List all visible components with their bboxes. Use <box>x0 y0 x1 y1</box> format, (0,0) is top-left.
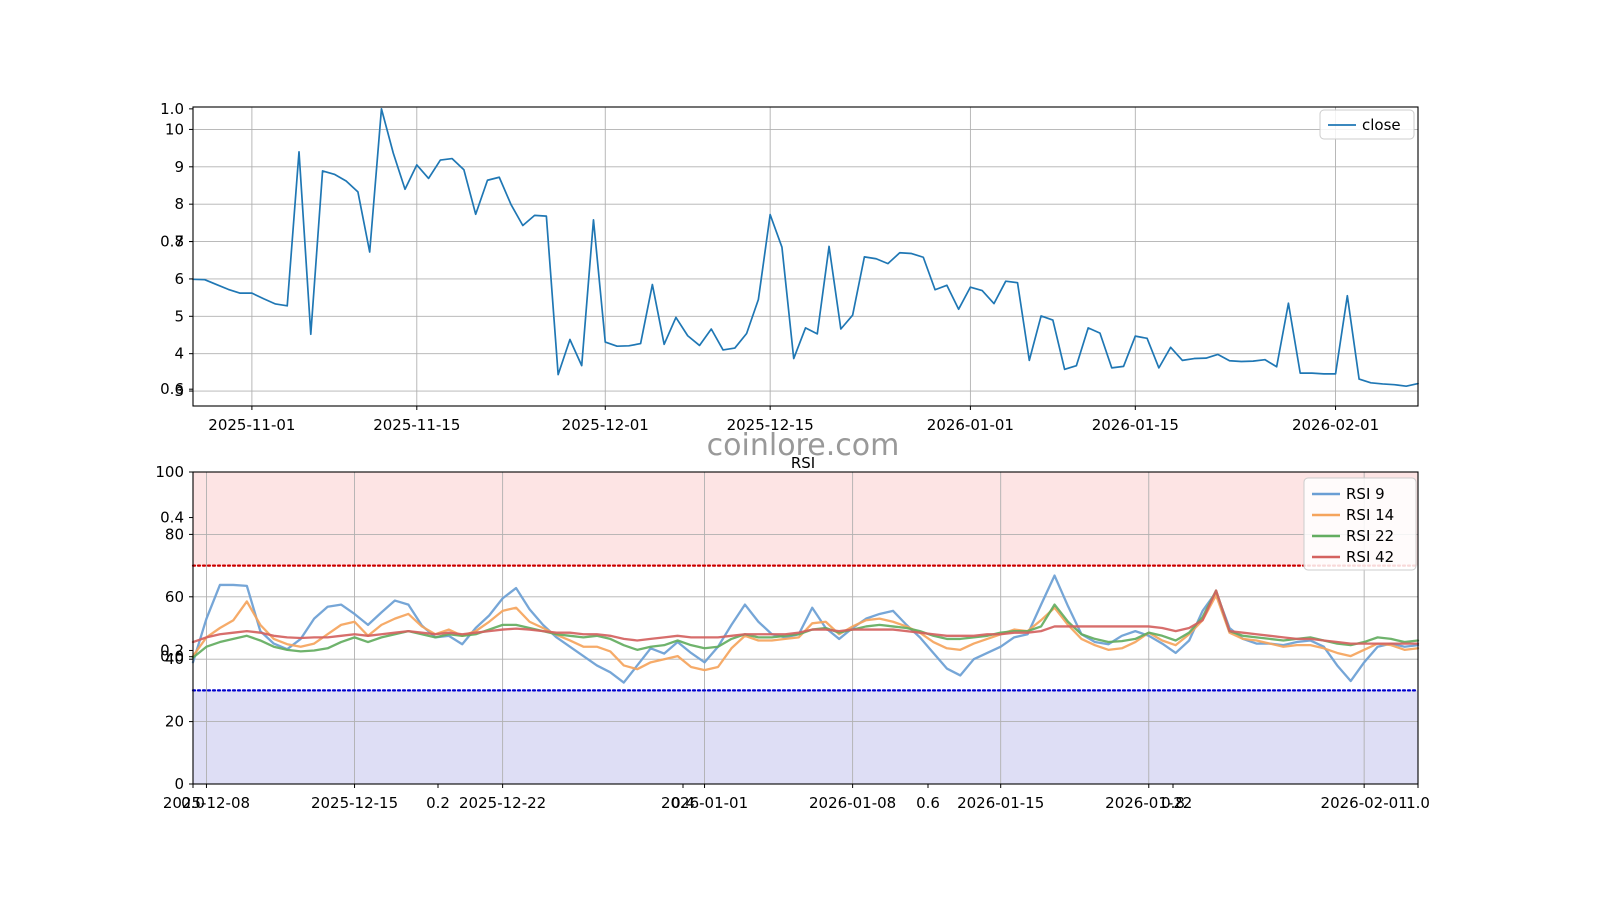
price-ytick-label: 4 <box>174 345 184 363</box>
rsi-legend-label-rsi14: RSI 14 <box>1346 506 1394 524</box>
price-xtick-label: 2025-12-01 <box>562 416 649 434</box>
rsi-ytick-label: 60 <box>165 588 184 606</box>
rsi-xtick-label: 2026-01-08 <box>809 794 896 812</box>
price-xtick-label: 2025-11-01 <box>208 416 295 434</box>
rsi-ghost-xtick-label: 0.0 <box>181 794 205 812</box>
price-chart-panel: 3 4 5 6 7 8 9 10 0.6 0.8 1.0 2025-11-01 2025-11-15 20… <box>160 100 1419 434</box>
price-legend-label-close: close <box>1362 116 1401 134</box>
rsi-ghost-xtick-label: 0.6 <box>916 794 940 812</box>
rsi-xtick-label: 2025-12-08 <box>163 794 250 812</box>
rsi-xtick-label: 2026-01-01 <box>661 794 748 812</box>
rsi-xtick-label: 2025-12-15 <box>311 794 398 812</box>
rsi-xtick-label: 2026-01-15 <box>957 794 1044 812</box>
rsi-ghost-ytick-label: 0.4 <box>160 509 184 527</box>
rsi-threshold-bands <box>193 472 1418 784</box>
rsi-xtick-label: 2026-02-01 <box>1321 794 1408 812</box>
price-ytick-label: 8 <box>174 195 184 213</box>
oversold-band <box>193 690 1418 784</box>
rsi-series-lines <box>191 574 1420 684</box>
rsi-xtick-label: 2025-12-22 <box>459 794 546 812</box>
price-ytick-label: 10 <box>165 120 184 138</box>
price-ghost-ytick-label: 1.0 <box>160 100 184 118</box>
rsi-ghost-xtick-label: 0.2 <box>426 794 450 812</box>
price-ghost-ytick-label: 0.8 <box>160 233 184 251</box>
rsi-legend-box <box>1303 477 1417 571</box>
price-xtick-label: 2026-02-01 <box>1292 416 1379 434</box>
rsi-ytick-label: 80 <box>165 525 184 543</box>
price-xtick-label: 2026-01-01 <box>927 416 1014 434</box>
rsi-ghost-ytick-label: 0.2 <box>160 641 184 659</box>
price-xtick-label: 2026-01-15 <box>1092 416 1179 434</box>
close-price-line <box>192 108 1419 388</box>
rsi-ytick-label: 20 <box>165 713 184 731</box>
rsi-ytick-label: 40 <box>165 650 184 668</box>
rsi-legend-label-rsi22: RSI 22 <box>1346 527 1394 545</box>
rsi-threshold-lines <box>191 564 1420 692</box>
price-axis-ticks: 3 4 5 6 7 8 9 10 0.6 0.8 1.0 2025-11-01 2025-11-15 20… <box>160 100 1379 434</box>
rsi-ghost-ytick-label: 0.0 <box>160 648 184 666</box>
price-ytick-label: 3 <box>174 382 184 400</box>
price-legend[interactable]: close <box>1319 109 1415 140</box>
price-ytick-label: 5 <box>174 307 184 325</box>
rsi-plot-border <box>192 471 1419 785</box>
rsi-legend-label-rsi42: RSI 42 <box>1346 548 1394 566</box>
price-plot-border <box>192 106 1419 407</box>
price-xtick-label: 2025-12-15 <box>727 416 814 434</box>
price-gridlines <box>193 107 1418 406</box>
price-xtick-label: 2025-11-15 <box>373 416 460 434</box>
price-ghost-ytick-label: 0.6 <box>160 380 184 398</box>
rsi-ytick-label: 0 <box>174 775 184 793</box>
price-ytick-label: 6 <box>174 270 184 288</box>
rsi-legend-label-rsi9: RSI 9 <box>1346 485 1385 503</box>
overbought-band <box>193 472 1418 566</box>
coinlore-watermark: coinlore.com <box>707 428 900 463</box>
rsi-ghost-xtick-label: 0.8 <box>1161 794 1185 812</box>
price-ytick-label: 9 <box>174 158 184 176</box>
rsi-ghost-xtick-label: 0.4 <box>671 794 695 812</box>
rsi-panel-title: RSI <box>791 454 815 472</box>
rsi-series-path-rsi42 <box>191 589 1420 645</box>
rsi-legend[interactable]: RSI 9 RSI 14 RSI 22 RSI 42 <box>1303 477 1417 571</box>
price-legend-box <box>1319 109 1415 140</box>
rsi-ghost-xtick-label: 1.0 <box>1406 794 1430 812</box>
price-ytick-label: 7 <box>174 233 184 251</box>
rsi-xtick-label: 2026-01-22 <box>1105 794 1192 812</box>
close-series-path <box>192 108 1419 388</box>
rsi-ytick-label: 100 <box>155 463 184 481</box>
